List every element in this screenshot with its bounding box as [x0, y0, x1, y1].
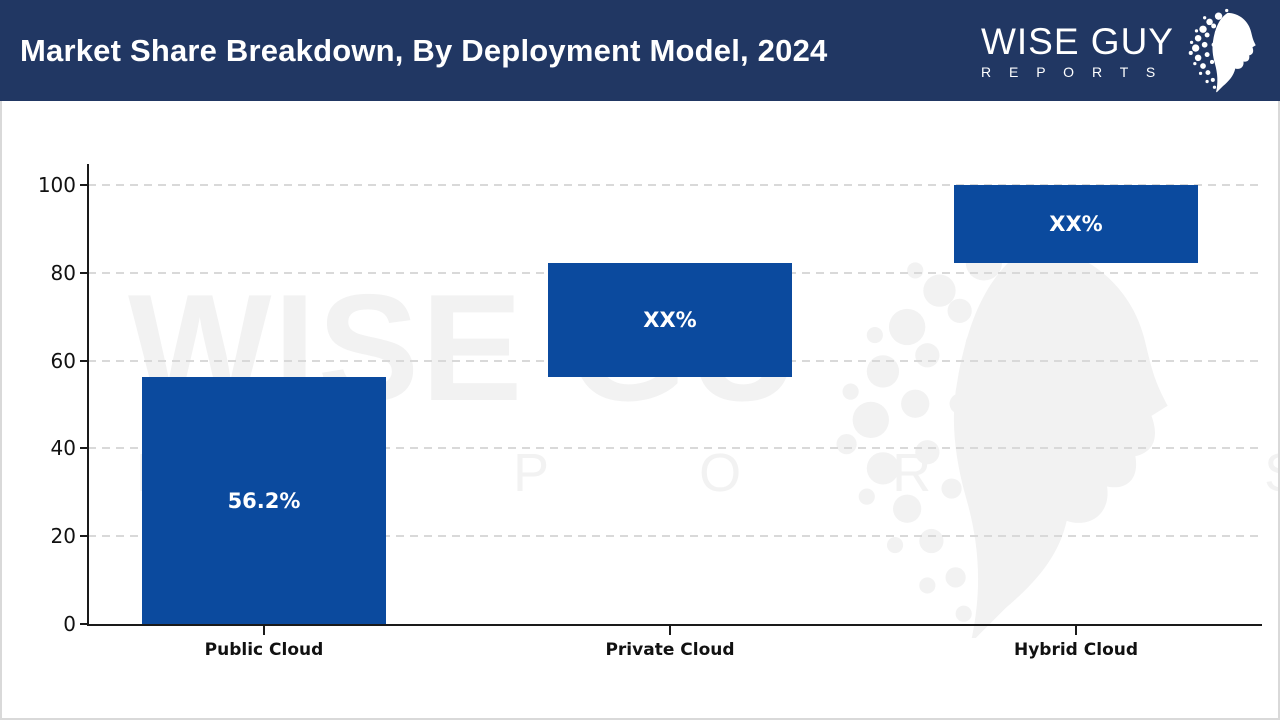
- brand-head-icon: [1188, 8, 1256, 93]
- y-tick-label: 0: [63, 612, 76, 636]
- bar-value-label: XX%: [643, 307, 697, 332]
- x-category-label: Private Cloud: [605, 640, 735, 660]
- y-axis-spine: [87, 164, 89, 626]
- x-tick-mark: [669, 626, 671, 635]
- bar-value-label: 56.2%: [227, 488, 301, 513]
- x-tick-mark: [1075, 626, 1077, 635]
- y-tick-label: 100: [37, 173, 76, 197]
- brand-name: WISE GUY: [980, 20, 1174, 62]
- x-tick-mark: [263, 626, 265, 635]
- brand-subname: R E P O R T S: [980, 63, 1163, 80]
- watermark-head-icon: [836, 226, 1168, 638]
- bar-value-label: XX%: [1049, 211, 1103, 236]
- bar-segment: XX%: [548, 262, 792, 378]
- y-tick-mark: [80, 623, 88, 625]
- plot-area: 0 20 40 60 80 100 56.2% XX% XX% Public Cloud Priva…: [0, 101, 1280, 720]
- bar-segment: 56.2%: [142, 377, 386, 624]
- brand-logo: WISE GUY R E P O R T S: [981, 8, 1262, 93]
- y-tick-mark: [80, 271, 88, 274]
- y-tick-mark: [80, 535, 88, 538]
- y-tick-mark: [80, 359, 88, 362]
- gridline: [88, 447, 1260, 450]
- brand-logo-text: WISE GUY R E P O R T S: [981, 23, 1174, 79]
- y-tick-label: 40: [50, 436, 76, 461]
- y-tick-label: 80: [50, 260, 76, 285]
- x-axis-spine: [87, 624, 1262, 626]
- page-title: Market Share Breakdown, By Deployment Mo…: [20, 32, 828, 68]
- bar-segment: XX%: [954, 185, 1198, 263]
- frame-bottom-edge: [0, 718, 1280, 720]
- gridline: [88, 535, 1260, 538]
- x-category-label: Hybrid Cloud: [1013, 640, 1139, 660]
- header-banner: Market Share Breakdown, By Deployment Mo…: [0, 0, 1280, 101]
- gridline: [88, 184, 1260, 186]
- frame-left-edge: [0, 101, 2, 720]
- frame-right-edge: [1278, 101, 1280, 720]
- y-tick-label: 20: [50, 524, 76, 549]
- x-category-label: Public Cloud: [204, 640, 324, 660]
- y-tick-mark: [80, 447, 88, 450]
- y-tick-mark: [80, 184, 88, 186]
- y-tick-label: 60: [50, 348, 76, 373]
